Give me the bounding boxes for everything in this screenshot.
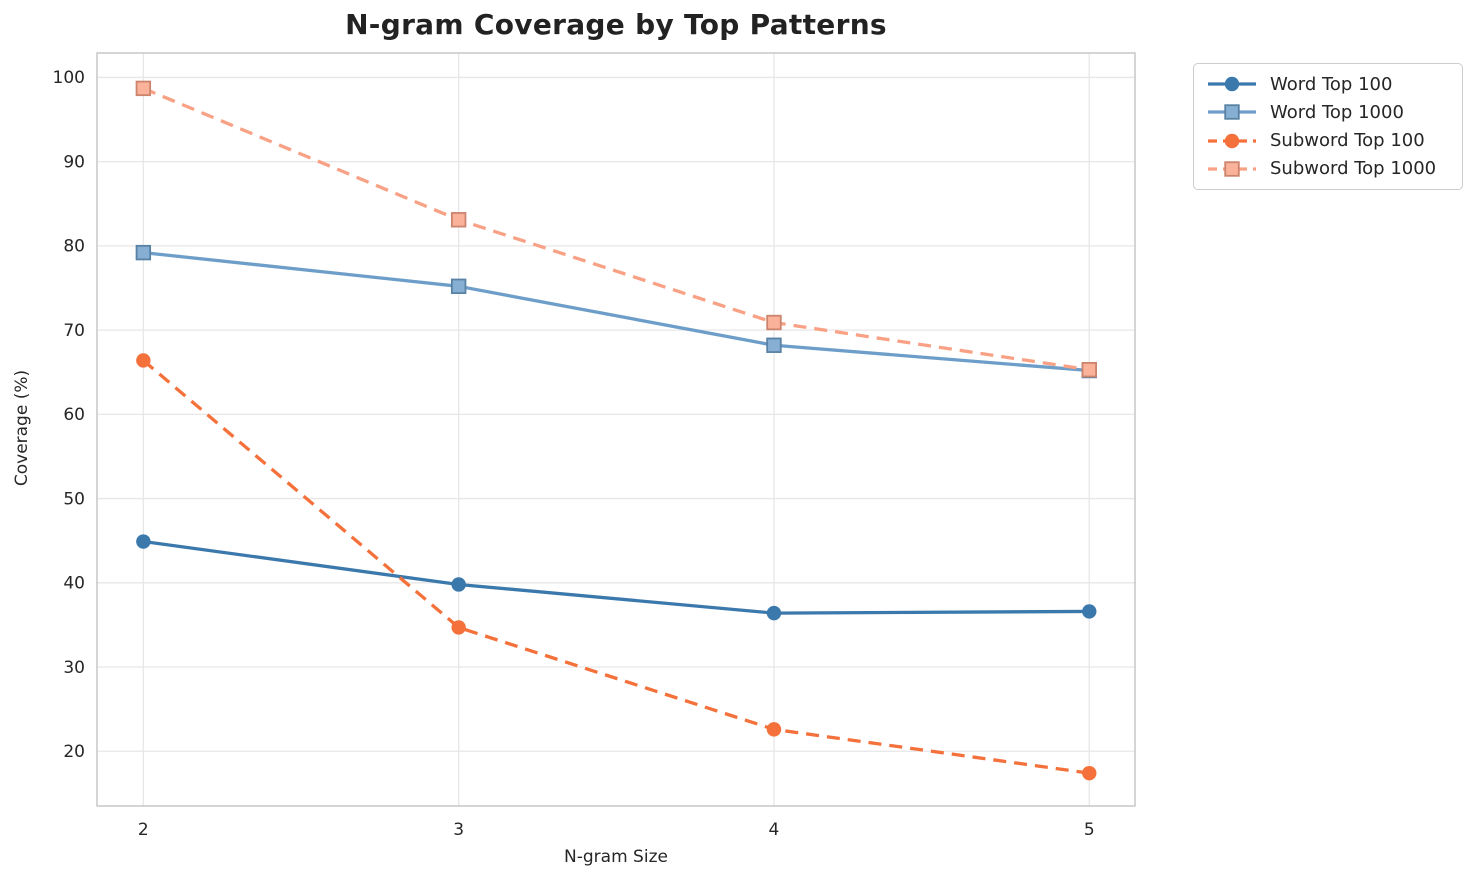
x-axis-tick-label: 5: [1084, 820, 1095, 840]
marker-square-subword-top-1000: [1081, 361, 1097, 378]
y-axis-tick-label: 40: [63, 574, 85, 594]
y-axis-tick-label: 60: [63, 405, 85, 425]
legend-marker-circle-icon: [1208, 76, 1256, 92]
y-axis-tick-label: 30: [63, 658, 85, 678]
legend-label: Word Top 1000: [1270, 101, 1404, 123]
legend-label: Word Top 100: [1270, 73, 1393, 95]
x-axis-tick-label: 2: [138, 820, 149, 840]
marker-circle-subword-top-100: [451, 620, 466, 635]
marker-circle-subword-top-100: [766, 722, 782, 737]
marker-circle-word-top-100: [451, 577, 466, 592]
series-line-subword-top-1000: [142, 86, 1090, 372]
legend-item-subword-top-1000: Subword Top 1000: [1206, 158, 1450, 180]
legend-marker-circle-icon: [1208, 133, 1256, 148]
series-line-word-top-100: [143, 539, 1090, 615]
legend: Word Top 100 Word Top 1000 Subword Top 100…: [1193, 63, 1463, 190]
y-axis-label: Coverage (%): [12, 369, 32, 487]
y-axis-tick-label: 80: [63, 237, 85, 257]
series-line-subword-top-100: [142, 359, 1090, 775]
legend-label: Subword Top 100: [1270, 130, 1425, 152]
marker-circle-word-top-100: [1082, 604, 1097, 619]
marker-circle-word-top-100: [136, 534, 151, 549]
marker-square-subword-top-1000: [135, 80, 152, 97]
legend-marker-square-icon: [1208, 161, 1256, 177]
series-line-word-top-1000: [143, 250, 1090, 373]
y-axis-tick-label: 90: [63, 152, 85, 172]
y-axis-tick-label: 20: [63, 742, 85, 762]
y-axis-tick-label: 100: [53, 68, 85, 88]
legend-item-subword-top-100: Subword Top 100: [1206, 130, 1450, 152]
legend-label: Subword Top 1000: [1270, 158, 1437, 180]
legend-item-word-top-1000: Word Top 1000: [1206, 101, 1450, 123]
marker-square-word-top-1000: [135, 244, 152, 261]
chart-title: N-gram Coverage by Top Patterns: [345, 8, 887, 41]
x-axis-tick-label: 4: [769, 820, 780, 840]
x-axis-label: N-gram Size: [564, 847, 668, 867]
marker-circle-subword-top-100: [136, 353, 151, 368]
legend-item-word-top-100: Word Top 100: [1206, 73, 1450, 95]
marker-circle-subword-top-100: [1082, 765, 1097, 781]
marker-square-word-top-1000: [450, 278, 467, 295]
marker-square-subword-top-1000: [450, 212, 467, 228]
marker-square-subword-top-1000: [766, 314, 782, 331]
y-axis-tick-label: 50: [63, 489, 85, 509]
legend-marker-square-icon: [1208, 104, 1256, 121]
y-axis-tick-label: 70: [63, 321, 85, 341]
marker-circle-word-top-100: [766, 605, 782, 621]
x-axis-tick-label: 3: [453, 820, 464, 840]
marker-square-word-top-1000: [766, 337, 782, 353]
plot-border: [96, 52, 1136, 807]
